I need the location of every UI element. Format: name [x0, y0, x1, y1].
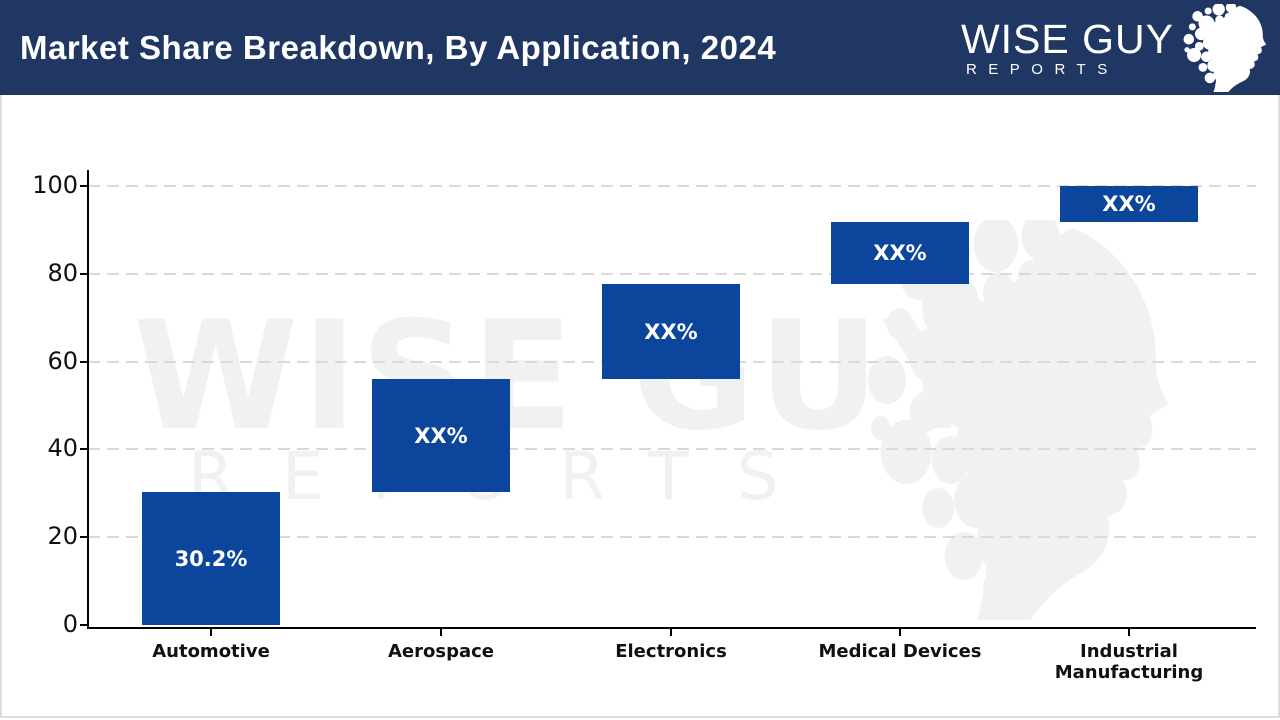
y-tick-mark: [80, 536, 88, 539]
x-tick-mark: [440, 629, 442, 636]
y-tick-mark: [80, 360, 88, 363]
bar: XX%: [372, 379, 510, 493]
gridline: [88, 272, 1256, 275]
brand-logo: WISE GUY REPORTS: [961, 3, 1270, 92]
category-label: Industrial Manufacturing: [1054, 641, 1204, 683]
category-label: Aerospace: [387, 641, 494, 662]
bar: XX%: [831, 221, 969, 284]
logo-face-icon: [1183, 3, 1267, 92]
chart-frame: [0, 95, 1280, 718]
y-tick-label: 60: [47, 346, 78, 375]
bar: XX%: [602, 283, 740, 380]
y-tick-mark: [80, 448, 88, 451]
bar-value-label: 30.2%: [174, 546, 248, 571]
category-label: Medical Devices: [818, 641, 982, 662]
brand-subname: REPORTS: [965, 60, 1119, 78]
watermark-text-line1: WISE GUY: [133, 290, 995, 464]
y-axis-line: [87, 170, 89, 629]
y-tick-mark: [80, 185, 88, 187]
y-tick-label: 80: [47, 258, 78, 287]
x-axis-line: [87, 627, 1256, 629]
brand-name: WISE GUY: [960, 15, 1174, 62]
y-tick-label: 40: [47, 434, 78, 463]
bar-value-label: XX%: [414, 423, 468, 448]
x-tick-mark: [1128, 629, 1130, 636]
bar: 30.2%: [142, 492, 280, 625]
x-tick-mark: [210, 629, 212, 636]
y-tick-label: 0: [62, 610, 78, 638]
brand-logo-text: WISE GUY REPORTS: [961, 17, 1174, 79]
bar-value-label: XX%: [644, 319, 698, 344]
bar: XX%: [1060, 186, 1198, 222]
category-label: Automotive: [152, 641, 270, 662]
x-tick-mark: [899, 629, 901, 636]
gridline: [88, 536, 1256, 539]
gridline: [88, 185, 1256, 187]
page-title: Market Share Breakdown, By Application, …: [20, 28, 777, 66]
y-tick-label: 20: [47, 522, 78, 551]
y-tick-mark: [80, 272, 88, 275]
x-tick-mark: [670, 629, 672, 636]
bar-value-label: XX%: [1102, 191, 1156, 216]
bar-value-label: XX%: [873, 240, 927, 265]
header-bar: Market Share Breakdown, By Application, …: [0, 0, 1280, 95]
watermark-face-icon: [867, 220, 1169, 620]
y-tick-label: 100: [32, 171, 78, 199]
gridline: [88, 448, 1256, 451]
category-label: Electronics: [615, 641, 727, 662]
y-tick-mark: [80, 624, 88, 626]
